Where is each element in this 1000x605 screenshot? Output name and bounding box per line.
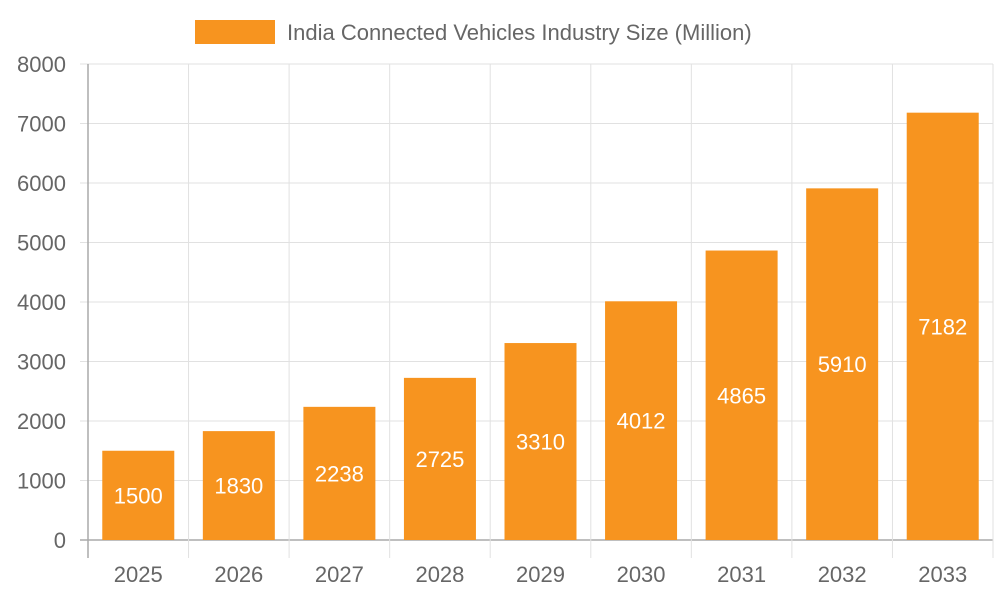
bar-2029 [504, 343, 577, 540]
x-tick-label: 2033 [918, 562, 967, 587]
legend[interactable]: India Connected Vehicles Industry Size (… [195, 20, 752, 45]
y-tick-label: 1000 [17, 469, 66, 494]
x-tick-label: 2032 [818, 562, 867, 587]
data-label: 4012 [617, 409, 666, 434]
y-tick-label: 8000 [17, 52, 66, 77]
x-tick-label: 2029 [516, 562, 565, 587]
x-tick-label: 2031 [717, 562, 766, 587]
bar-2025 [102, 450, 175, 540]
y-tick-label: 5000 [17, 231, 66, 256]
bar-2030 [605, 301, 678, 540]
legend-swatch [195, 20, 275, 44]
grid [80, 63, 994, 558]
bar-2027 [303, 406, 376, 540]
data-label: 1830 [214, 474, 263, 499]
y-tick-label: 0 [54, 528, 66, 553]
y-tick-label: 7000 [17, 112, 66, 137]
bars: 1500 1830 2238 2725 3310 4012 4865 5910 7182 [102, 112, 979, 541]
y-tick-label: 4000 [17, 290, 66, 315]
bar-2033 [906, 112, 979, 541]
bar-2026 [202, 431, 275, 540]
legend-label: India Connected Vehicles Industry Size (… [287, 20, 752, 45]
data-label: 5910 [818, 352, 867, 377]
data-label: 2725 [415, 447, 464, 472]
bar-2032 [806, 188, 879, 541]
y-tick-label: 6000 [17, 171, 66, 196]
data-label: 2238 [315, 461, 364, 486]
y-tick-label: 3000 [17, 350, 66, 375]
y-tick-label: 2000 [17, 409, 66, 434]
x-tick-label: 2026 [214, 562, 263, 587]
data-label: 4865 [717, 383, 766, 408]
x-tick-label: 2025 [114, 562, 163, 587]
data-label: 1500 [114, 483, 163, 508]
bar-2031 [705, 250, 778, 540]
x-tick-label: 2027 [315, 562, 364, 587]
data-label: 7182 [918, 314, 967, 339]
x-tick-label: 2028 [415, 562, 464, 587]
data-label: 3310 [516, 430, 565, 455]
axes: 0 1000 2000 3000 4000 5000 6000 7000 8000 2025 202… [17, 52, 967, 587]
bar-2028 [403, 377, 476, 540]
x-tick-label: 2030 [617, 562, 666, 587]
